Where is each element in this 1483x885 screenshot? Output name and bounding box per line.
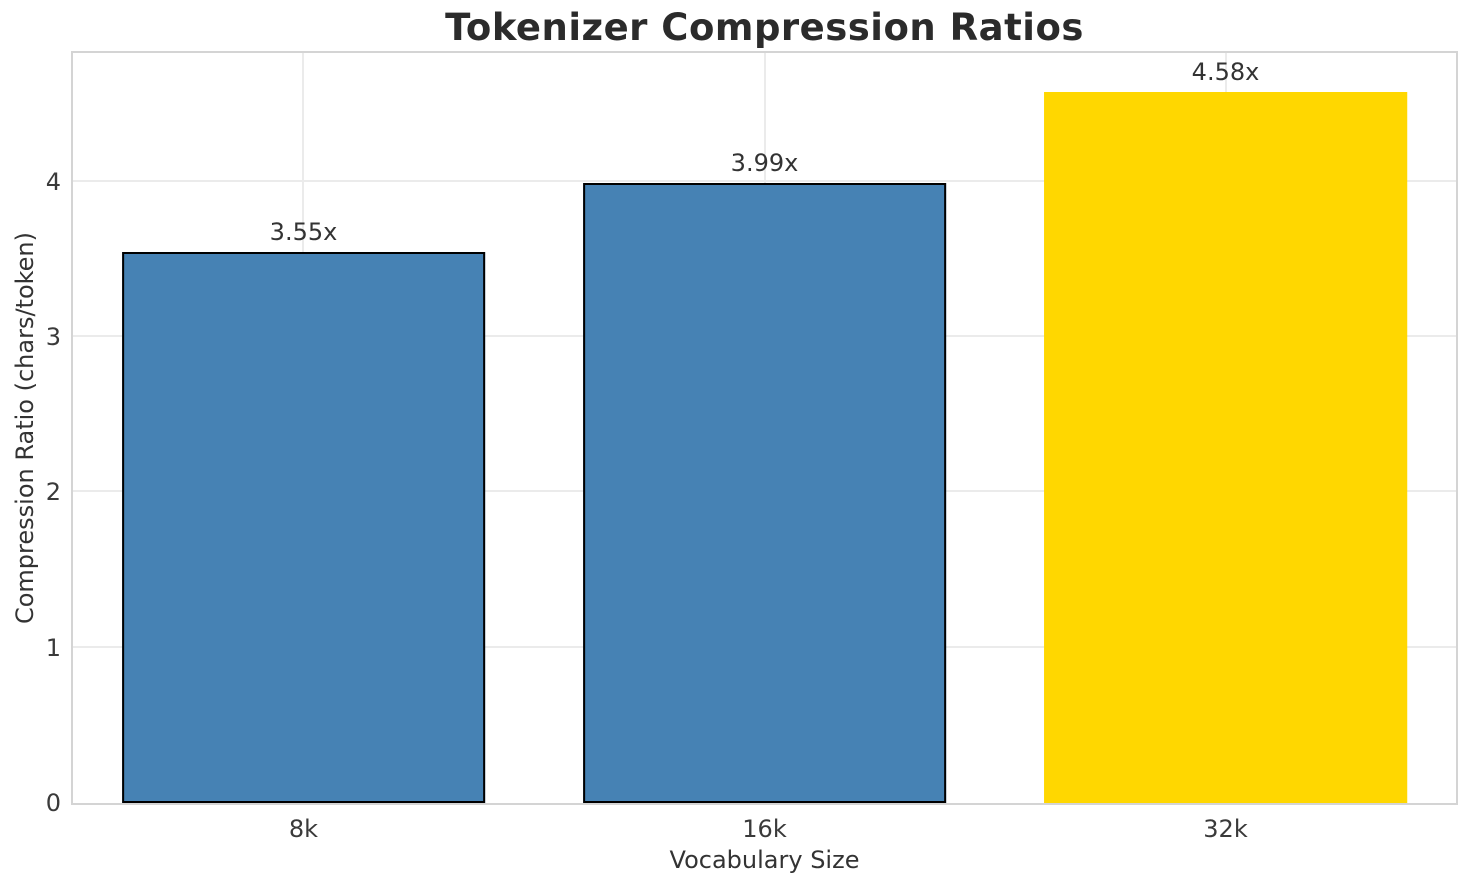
y-tick-label: 2 — [45, 478, 61, 507]
y-tick-label: 1 — [45, 633, 61, 662]
chart-title: Tokenizer Compression Ratios — [445, 6, 1084, 49]
y-axis-label: Compression Ratio (chars/token) — [11, 231, 39, 625]
bar-value-label-32k: 4.58x — [1191, 57, 1260, 86]
y-tick-label: 4 — [45, 167, 61, 196]
x-tick-label-16k: 16k — [742, 815, 787, 843]
y-tick-label: 0 — [45, 789, 61, 817]
x-axis-label: Vocabulary Size — [669, 846, 860, 874]
y-tick-label: 3 — [45, 323, 61, 352]
x-tick-label-32k: 32k — [1203, 815, 1248, 843]
bar-value-label-16k: 3.99x — [730, 149, 799, 178]
bar-value-label-8k: 3.55x — [269, 217, 338, 246]
bar-32k — [1043, 91, 1408, 803]
bar-16k — [582, 183, 947, 803]
x-tick-label-8k: 8k — [288, 815, 319, 843]
bar-8k — [121, 251, 486, 803]
plot-area: 0 1 2 3 4 3.55x 8k 3.99x 16k 4.58x 32k — [46, 51, 1458, 843]
